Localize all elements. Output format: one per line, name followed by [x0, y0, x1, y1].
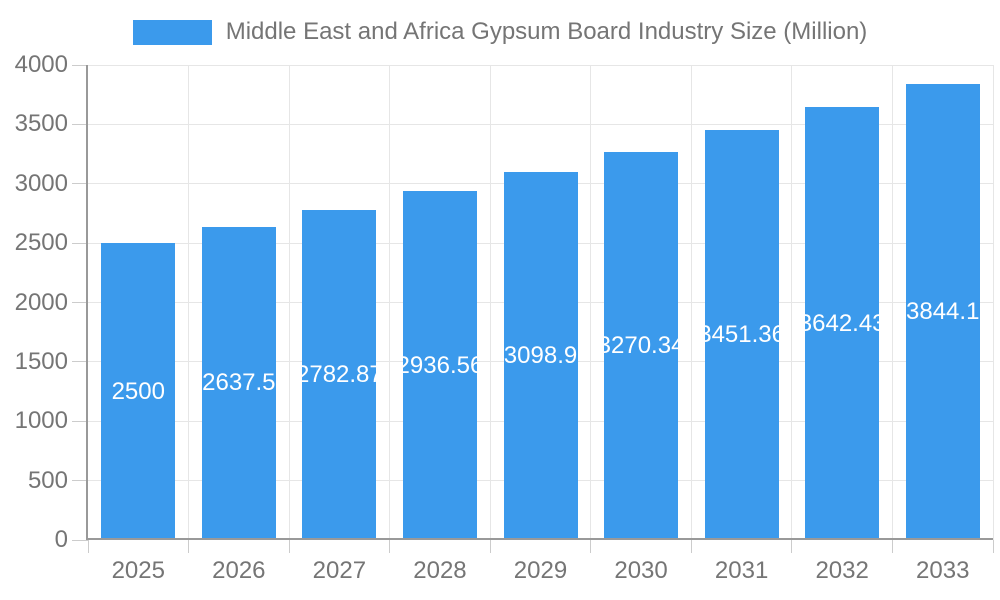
y-tick — [72, 123, 88, 125]
gridline-vertical — [891, 65, 893, 540]
x-axis-line — [86, 538, 993, 540]
x-tick — [791, 540, 793, 553]
x-tick — [590, 540, 592, 553]
bar-value-label: 2500 — [111, 377, 165, 405]
x-tick-label: 2028 — [413, 557, 467, 584]
x-tick — [288, 540, 290, 553]
gridline-vertical — [992, 65, 994, 540]
y-tick-label: 1500 — [14, 347, 68, 375]
bar-value-label: 3451.36 — [704, 321, 779, 349]
gridline-vertical — [188, 65, 190, 540]
x-tick — [389, 540, 391, 553]
bar-value-label: 3098.9 — [503, 342, 578, 369]
plot-area: 2500 2637.5 2782.87 2936.56 3098.9 3270.34 345… — [72, 64, 994, 553]
y-tick-label: 3000 — [14, 169, 68, 197]
x-tick — [188, 540, 190, 553]
x-tick-label: 2030 — [614, 557, 668, 584]
x-tick-label: 2031 — [714, 557, 769, 584]
legend-label: Middle East and Africa Gypsum Board Indu… — [225, 18, 868, 45]
y-tick — [72, 302, 88, 303]
y-tick — [72, 361, 88, 363]
y-tick — [72, 64, 88, 66]
gridline-horizontal — [88, 64, 993, 66]
y-axis-line — [86, 65, 88, 540]
bar[interactable]: 3451.36 — [704, 130, 779, 540]
chart-legend: Middle East and Africa Gypsum Board Indu… — [0, 18, 1000, 46]
x-tick — [891, 540, 893, 553]
x-tick — [992, 540, 994, 553]
bar-value-label: 2936.56 — [402, 351, 477, 379]
y-tick-label: 1000 — [14, 407, 68, 435]
x-tick — [489, 540, 491, 553]
x-tick-label: 2026 — [212, 557, 266, 584]
y-tick — [72, 183, 88, 185]
bar-value-label: 3844.1 — [906, 297, 980, 325]
y-tick-label: 2000 — [14, 288, 68, 316]
bar[interactable]: 2936.56 — [402, 191, 477, 540]
gridline-vertical — [288, 65, 290, 540]
bar[interactable]: 2782.87 — [302, 209, 377, 540]
bar[interactable]: 2500 — [101, 243, 176, 540]
bar-value-label: 2782.87 — [302, 360, 377, 388]
bar-value-label: 2637.5 — [202, 369, 276, 397]
bar-value-label: 3270.34 — [604, 331, 679, 359]
x-tick-label: 2033 — [916, 557, 970, 584]
y-tick-label: 2500 — [14, 229, 68, 257]
y-tick — [72, 420, 88, 422]
gridline-horizontal — [88, 123, 993, 125]
bar[interactable]: 2637.5 — [201, 226, 276, 540]
x-tick-label: 2027 — [312, 557, 367, 584]
y-tick — [72, 242, 88, 244]
y-tick — [72, 539, 88, 541]
legend-item[interactable]: Middle East and Africa Gypsum Board Indu… — [132, 18, 868, 46]
gridline-vertical — [690, 65, 692, 540]
y-tick-label: 0 — [54, 526, 68, 553]
legend-swatch-icon — [132, 19, 212, 45]
gridline-vertical — [590, 65, 592, 540]
bar-value-label: 3642.43 — [805, 309, 880, 337]
x-tick — [690, 540, 692, 553]
y-tick-label: 500 — [27, 466, 68, 494]
gridline-vertical — [389, 65, 391, 540]
y-tick-label: 3500 — [14, 110, 68, 138]
y-tick-label: 4000 — [14, 51, 68, 78]
x-tick-label: 2025 — [111, 557, 165, 584]
y-tick — [72, 480, 88, 482]
gridline-vertical — [791, 65, 793, 540]
x-tick — [87, 540, 89, 553]
bar[interactable]: 3844.1 — [905, 83, 980, 540]
bar[interactable]: 3270.34 — [604, 151, 679, 540]
gridline-vertical — [489, 65, 491, 540]
x-tick-label: 2032 — [815, 557, 869, 584]
bar[interactable]: 3098.9 — [503, 172, 578, 540]
bar[interactable]: 3642.43 — [805, 107, 880, 540]
x-tick-label: 2029 — [513, 557, 568, 584]
